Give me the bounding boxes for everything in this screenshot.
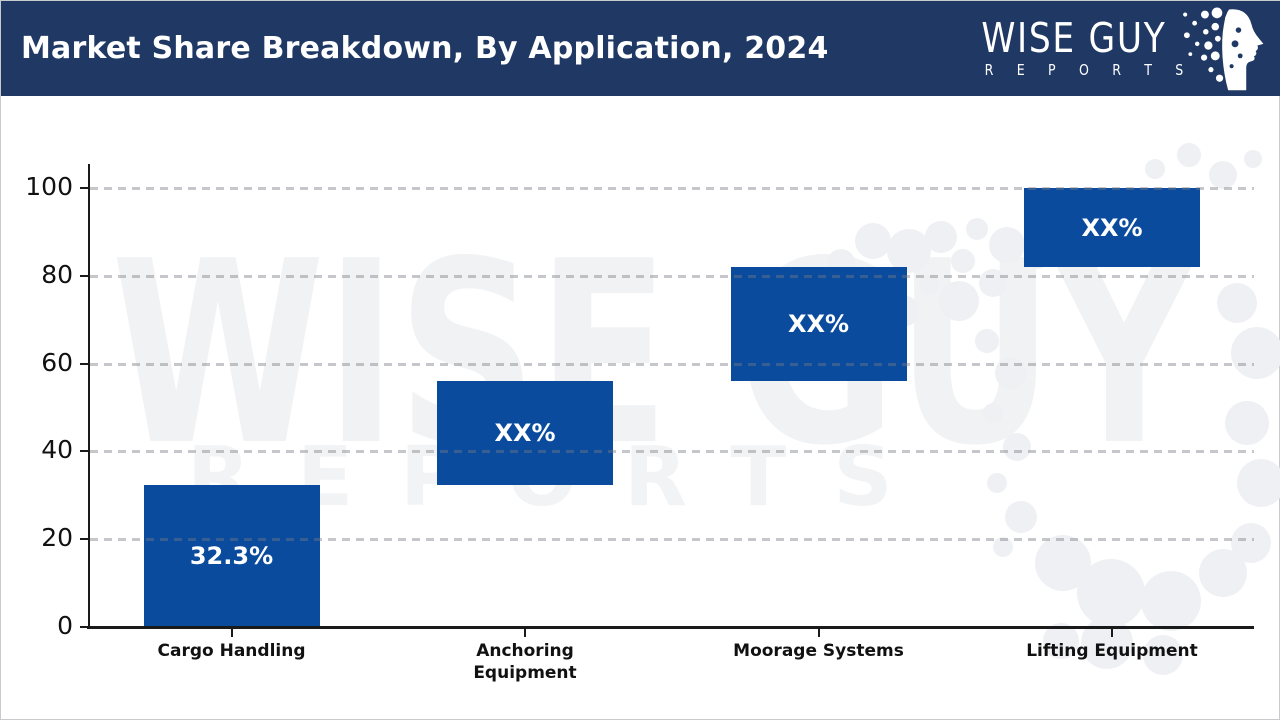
y-tick-label-80: 80 (41, 259, 73, 289)
x-category-label-1: Anchoring Equipment (473, 641, 577, 684)
y-tick-label-100: 100 (25, 172, 73, 201)
bar-value-label: XX% (787, 310, 850, 339)
waterfall-bar-lifting-equipment: XX% (1024, 188, 1200, 268)
y-tick-label-0: 0 (57, 611, 73, 640)
y-tick-80 (80, 274, 88, 277)
y-tick-label-20: 20 (41, 523, 73, 553)
bar-value-label: XX% (1081, 213, 1143, 242)
waterfall-bar-moorage-systems: XX% (730, 267, 907, 382)
waterfall-bar-anchoring-equipment: XX% (437, 381, 613, 486)
logo-wordmark: WISE GUY R E P O R T S (981, 14, 1193, 80)
y-tick-60 (80, 362, 88, 365)
y-gridline-20 (90, 538, 1254, 542)
x-category-label-0: Cargo Handling (157, 641, 306, 661)
logo-wordmark-line1: WISE GUY (981, 14, 1167, 62)
y-tick-label-40: 40 (41, 435, 73, 465)
bar-value-label: 32.3% (189, 542, 274, 571)
y-gridline-40 (90, 450, 1254, 454)
page-title: Market Share Breakdown, By Application, … (21, 31, 829, 66)
waterfall-bar-cargo-handling: 32.3% (143, 485, 320, 627)
x-tick-2 (817, 629, 820, 637)
y-tick-label-60: 60 (41, 347, 73, 377)
y-axis-line (88, 164, 90, 628)
y-tick-40 (80, 450, 88, 453)
x-tick-0 (230, 629, 233, 637)
y-tick-20 (80, 538, 88, 541)
y-tick-100 (80, 187, 88, 189)
y-gridline-100 (90, 187, 1254, 190)
bar-value-label: XX% (494, 419, 556, 448)
header-bar: Market Share Breakdown, By Application, … (1, 1, 1280, 96)
x-axis-line (87, 626, 1254, 629)
x-tick-1 (524, 629, 526, 637)
x-category-label-3: Lifting Equipment (1026, 641, 1198, 661)
logo-face-icon (1183, 7, 1264, 90)
x-tick-3 (1111, 629, 1113, 637)
logo-wordmark-line2: R E P O R T S (984, 61, 1193, 79)
x-category-label-2: Moorage Systems (733, 641, 904, 661)
wise-guy-logo: WISE GUY R E P O R T S (941, 6, 1267, 92)
y-gridline-60 (90, 362, 1254, 366)
y-tick-0 (80, 626, 88, 628)
y-gridline-80 (90, 274, 1254, 278)
